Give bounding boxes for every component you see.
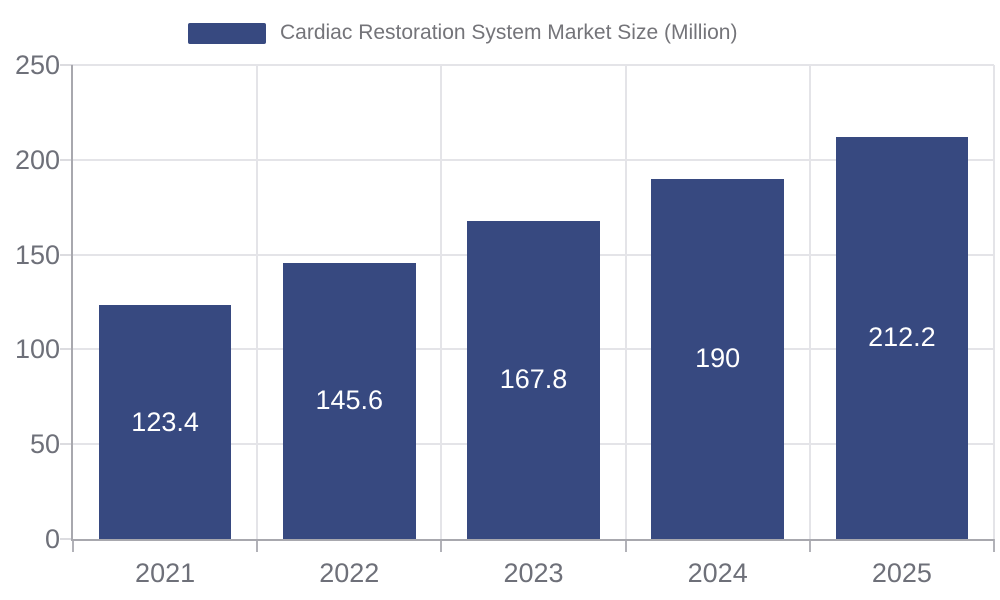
x-axis-tick [624,539,627,552]
x-axis-line [71,539,994,541]
gridline-vertical [256,65,259,539]
y-axis-tick [60,158,73,161]
bar-2024[interactable]: 190 [651,178,784,539]
gridline-vertical [624,65,627,539]
y-axis-tick-label: 0 [44,524,60,554]
bar-value-label: 145.6 [315,385,384,416]
y-axis-tick-label: 100 [14,334,60,365]
bar-value-label: 123.4 [131,406,199,437]
x-axis-tick [808,539,811,552]
gridline-horizontal [73,158,994,161]
x-axis-tick-label: 2022 [319,558,380,588]
y-axis-tick [60,538,73,540]
y-axis-tick-label: 250 [14,50,60,80]
x-axis-tick-label: 2023 [503,558,564,588]
bar-2022[interactable]: 145.6 [282,262,416,539]
gridline-vertical [993,65,995,539]
bar-2021[interactable]: 123.4 [98,305,232,539]
y-axis-tick-label: 50 [29,429,60,460]
y-axis-line [71,65,73,541]
x-axis-tick [440,539,443,552]
y-axis-tick-label: 200 [14,144,60,175]
bar-2025[interactable]: 212.2 [835,136,969,539]
x-axis-tick [256,539,259,552]
y-axis-tick [60,64,73,66]
gridline-vertical [808,65,811,539]
x-axis-tick [72,539,74,552]
bar-value-label: 190 [695,343,741,374]
bar-value-label: 212.2 [868,322,936,353]
legend-label: Cardiac Restoration System Market Size (… [280,21,738,44]
x-axis-tick-label: 2024 [687,558,748,588]
x-axis-tick-label: 2021 [135,558,196,588]
y-axis-tick [60,443,73,446]
x-axis-tick [993,539,995,552]
legend-swatch-icon [188,22,266,44]
bar-2023[interactable]: 167.8 [467,220,600,539]
y-axis-tick-label: 150 [14,239,60,270]
gridline-horizontal [73,64,994,66]
gridline-vertical [440,65,443,539]
bar-value-label: 167.8 [499,364,568,395]
legend[interactable]: Cardiac Restoration System Market Size (… [188,20,737,46]
x-axis-tick-label: 2025 [871,558,932,588]
y-axis-tick [60,253,73,256]
y-axis-tick [60,348,73,351]
